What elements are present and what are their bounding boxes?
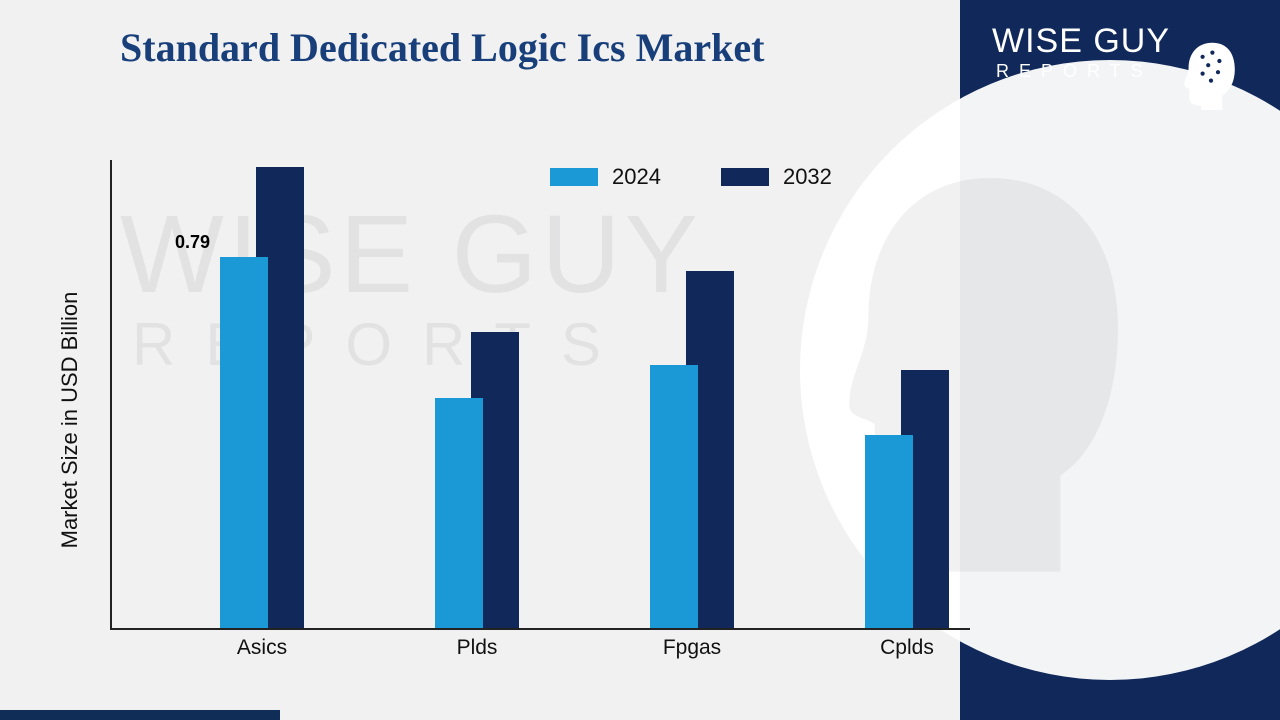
stage: WISE GUY REPORTS Standard Dedicated Logi… (0, 0, 1280, 720)
plot-area: 0.79Asics Plds Fpgas Cplds (110, 160, 970, 630)
bar-group: Plds (412, 332, 542, 628)
chart-title: Standard Dedicated Logic Ics Market (120, 24, 764, 71)
bar-2024 (220, 257, 268, 628)
bottom-accent-strip (0, 710, 280, 720)
x-axis-tick: Cplds (827, 628, 987, 660)
chart-area: Market Size in USD Billion 0.79AsicsPlds… (50, 150, 970, 690)
bar-2024 (650, 365, 698, 628)
x-axis-tick: Fpgas (612, 628, 772, 660)
bar-group: 0.79Asics (197, 167, 327, 628)
bar-group: Fpgas (627, 271, 757, 628)
brand-logo: WISE GUY REPORTS (992, 22, 1252, 82)
x-axis-tick: Plds (397, 628, 557, 660)
bar-2024 (435, 398, 483, 628)
x-axis-tick: Asics (182, 628, 342, 660)
brand-head-icon (1176, 40, 1246, 110)
y-axis-label: Market Size in USD Billion (57, 220, 83, 620)
bar-group: Cplds (842, 370, 972, 629)
bar-2024 (865, 435, 913, 628)
bar-value-label: 0.79 (175, 232, 210, 253)
